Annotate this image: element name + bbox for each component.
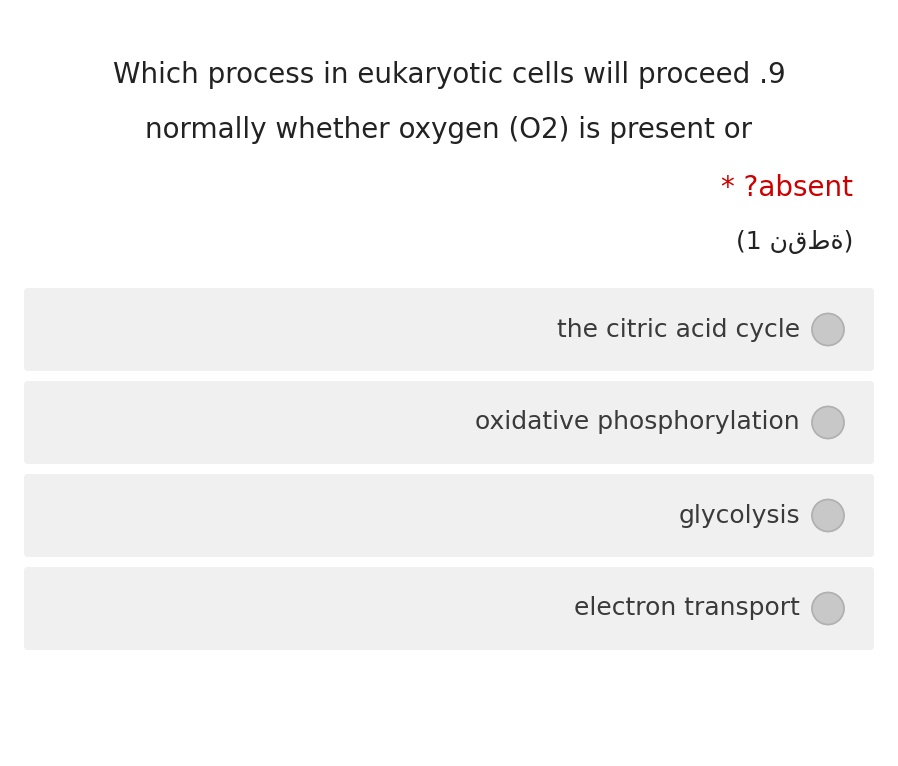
Text: glycolysis: glycolysis (678, 503, 800, 528)
Text: oxidative phosphorylation: oxidative phosphorylation (475, 411, 800, 434)
Circle shape (812, 592, 844, 624)
Circle shape (812, 499, 844, 532)
FancyBboxPatch shape (24, 567, 874, 650)
Text: Which process in eukaryotic cells will proceed .9: Which process in eukaryotic cells will p… (112, 61, 786, 89)
Circle shape (812, 407, 844, 438)
FancyBboxPatch shape (24, 381, 874, 464)
Text: electron transport: electron transport (574, 597, 800, 620)
Text: the citric acid cycle: the citric acid cycle (557, 317, 800, 342)
Text: * ?absent: * ?absent (721, 174, 853, 202)
FancyBboxPatch shape (24, 474, 874, 557)
Circle shape (812, 313, 844, 345)
FancyBboxPatch shape (24, 288, 874, 371)
Text: normally whether oxygen (O2) is present or: normally whether oxygen (O2) is present … (145, 116, 753, 144)
Text: (1 نقطة): (1 نقطة) (735, 230, 853, 254)
